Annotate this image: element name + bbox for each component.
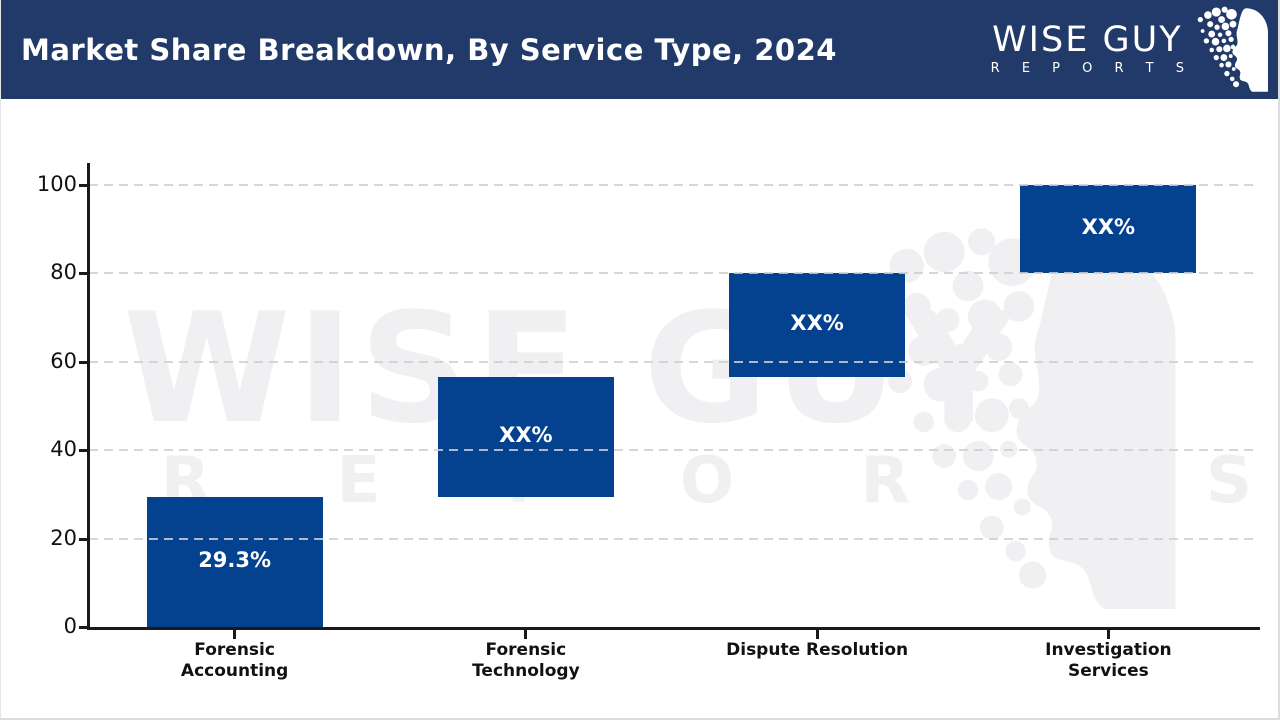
y-tick-40 [79, 449, 88, 453]
y-axis-spine [87, 163, 90, 630]
bar-value-label-forensic-technology: XX% [499, 423, 553, 448]
x-tick-forensic-accounting [233, 630, 237, 639]
chart-title: Market Share Breakdown, By Service Type,… [21, 32, 837, 67]
y-tick-label-20: 20 [50, 525, 77, 550]
y-tick-label-60: 60 [50, 348, 77, 373]
logo-subtitle: R E P O R T S [990, 60, 1193, 76]
bar-investigation-services[interactable] [1020, 185, 1197, 273]
logo-text: WISE GUY R E P O R T S [982, 22, 1193, 78]
x-category-label-investigation-services: Investigation Services [1045, 640, 1172, 681]
dotted-face-icon [1197, 6, 1268, 92]
gridline-20 [89, 537, 1254, 540]
y-tick-label-100: 100 [36, 172, 77, 196]
x-axis-spine [87, 627, 1260, 630]
bar-forensic-technology[interactable] [437, 377, 614, 498]
x-tick-forensic-technology [524, 630, 528, 639]
y-tick-label-40: 40 [50, 437, 77, 462]
x-category-label-dispute-resolution: Dispute Resolution [726, 640, 909, 660]
bar-value-label-investigation-services: XX% [1081, 214, 1136, 239]
x-tick-investigation-services [1106, 630, 1110, 639]
y-tick-100 [79, 184, 88, 187]
y-tick-60 [79, 360, 88, 364]
gridline-100 [89, 184, 1254, 186]
y-tick-label-80: 80 [50, 260, 77, 285]
gridline-80 [89, 272, 1254, 275]
gridline-60 [89, 360, 1254, 363]
x-category-label-forensic-accounting: Forensic Accounting [180, 640, 289, 681]
bar-value-label-forensic-accounting: 29.3% [198, 548, 272, 573]
logo-wordmark: WISE GUY [992, 19, 1183, 60]
header-bar: Market Share Breakdown, By Service Type,… [1, 0, 1278, 99]
x-category-label-forensic-technology: Forensic Technology [472, 640, 580, 681]
y-tick-20 [79, 537, 88, 541]
y-tick-0 [79, 626, 88, 629]
y-tick-label-0: 0 [63, 614, 77, 638]
bar-forensic-accounting[interactable] [146, 497, 323, 627]
gridline-40 [89, 449, 1254, 452]
y-tick-80 [79, 272, 88, 276]
wise-guy-logo: WISE GUY R E P O R T S [982, 0, 1271, 99]
bar-value-label-dispute-resolution: XX% [790, 310, 844, 335]
x-tick-dispute-resolution [815, 630, 819, 639]
bar-dispute-resolution[interactable] [729, 272, 906, 378]
waterfall-chart: 0 20 40 60 80 100 29.3% Forensic Accounting XX% F… [1, 99, 1278, 718]
